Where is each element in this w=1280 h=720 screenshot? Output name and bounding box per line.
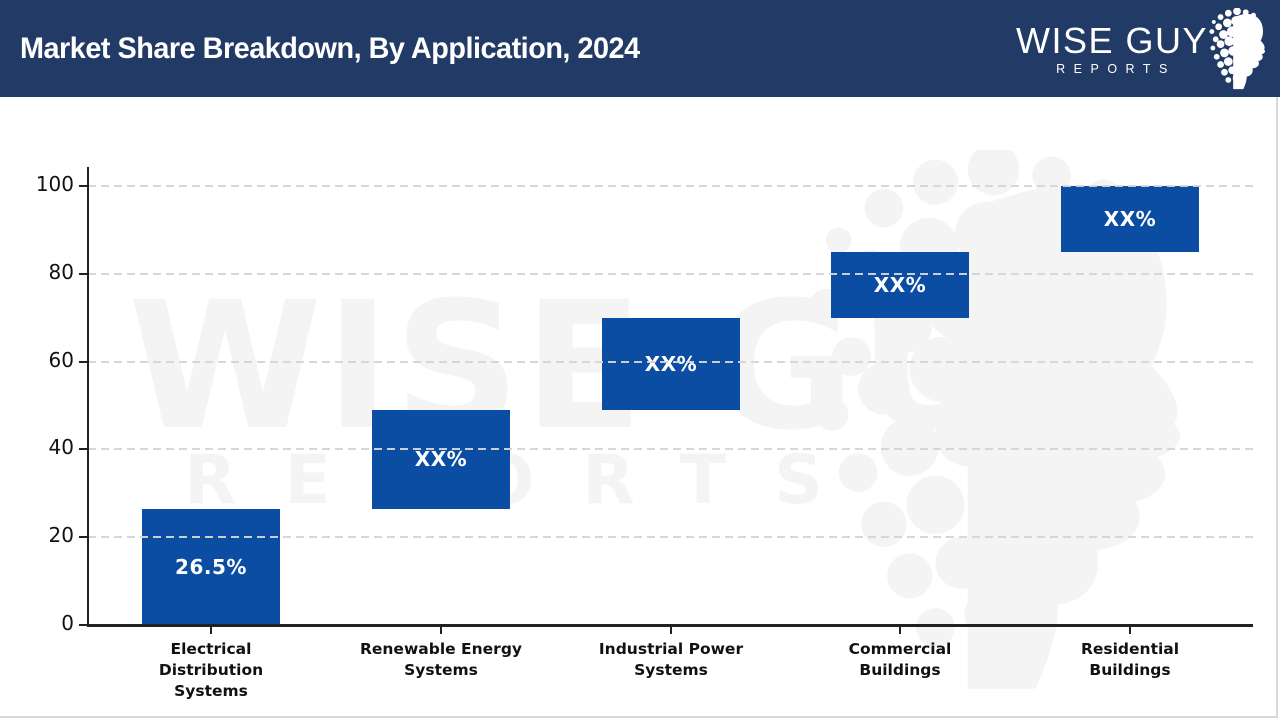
bar-value-label: XX% <box>1103 206 1157 231</box>
head-profile-dots-icon <box>1209 8 1266 90</box>
bar-segment: XX% <box>1061 186 1199 252</box>
y-tick-mark <box>79 624 88 626</box>
bar-value-label: XX% <box>414 447 468 472</box>
brand-subtitle: REPORTS <box>1056 61 1176 76</box>
header: Market Share Breakdown, By Application, … <box>0 0 1280 97</box>
gridline <box>88 272 1253 275</box>
category-label: Residential Buildings <box>1080 640 1180 679</box>
x-tick-mark <box>670 625 672 634</box>
bar-value-label: XX% <box>873 272 927 297</box>
figure-border-bottom <box>0 716 1278 718</box>
bar-value-label: XX% <box>644 351 698 376</box>
y-axis-spine <box>86 167 89 627</box>
y-tick-mark <box>79 448 88 451</box>
y-tick-mark <box>79 360 88 363</box>
bar-segment: XX% <box>831 251 969 318</box>
chart-title: Market Share Breakdown, By Application, … <box>20 31 640 65</box>
gridline <box>88 448 1253 451</box>
y-tick-mark <box>79 185 88 187</box>
y-tick-label: 0 <box>61 611 74 635</box>
bar-value-label: 26.5% <box>175 554 247 579</box>
y-tick-label: 60 <box>48 347 74 372</box>
y-tick-mark <box>79 272 88 275</box>
y-tick-mark <box>79 536 88 539</box>
category-label: Commercial Buildings <box>848 640 952 679</box>
y-tick-label: 20 <box>48 523 74 548</box>
x-axis-spine <box>86 624 1253 627</box>
figure-border-right <box>1276 97 1278 717</box>
gridline <box>88 185 1253 187</box>
x-tick-mark <box>1129 625 1131 634</box>
brand-logo: WISE GUY REPORTS <box>1006 5 1268 93</box>
category-label: Industrial Power Systems <box>598 640 744 679</box>
brand-name: WISE GUY <box>1015 20 1208 62</box>
bar-segment: XX% <box>602 317 740 410</box>
x-tick-mark <box>899 625 901 634</box>
y-tick-label: 40 <box>48 435 74 460</box>
x-tick-mark <box>210 625 212 634</box>
category-label: Electrical Distribution Systems <box>158 640 264 700</box>
gridline <box>88 536 1253 539</box>
watermark-text-reports: REPORTS <box>184 441 872 520</box>
y-tick-label: 100 <box>35 172 74 196</box>
bar-segment: 26.5% <box>142 508 280 625</box>
gridline <box>88 360 1253 363</box>
brand-logo-text: WISE GUY REPORTS <box>1016 22 1208 76</box>
bar-segment: XX% <box>372 409 510 509</box>
category-label: Renewable Energy Systems <box>359 640 523 679</box>
x-tick-mark <box>440 625 442 634</box>
y-tick-label: 80 <box>48 259 74 284</box>
